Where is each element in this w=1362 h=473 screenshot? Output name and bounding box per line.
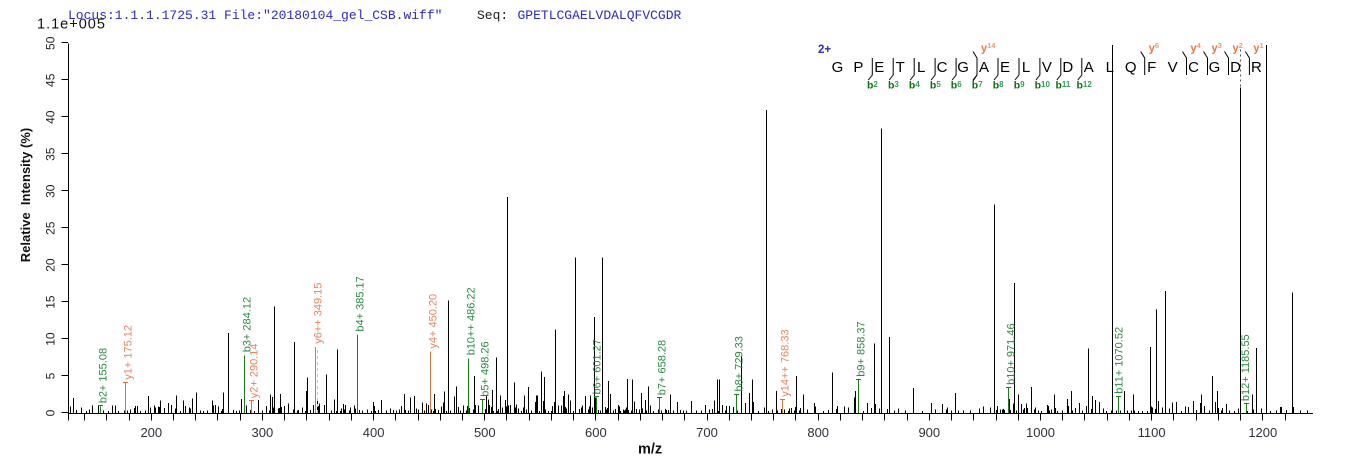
svg-text:1100: 1100	[1138, 425, 1166, 440]
svg-text:15: 15	[44, 295, 58, 309]
svg-text:1.1e+005: 1.1e+005	[37, 17, 106, 33]
svg-text:C: C	[937, 59, 948, 76]
svg-text:V: V	[1168, 59, 1178, 76]
svg-text:y14++ 768.33: y14++ 768.33	[780, 329, 792, 396]
svg-text:D: D	[1230, 59, 1241, 76]
svg-text:y4: y4	[1191, 41, 1202, 55]
svg-text:b4+ 385.17: b4+ 385.17	[355, 276, 367, 331]
svg-text:L: L	[1022, 59, 1030, 76]
svg-text:b10+ 971.46: b10+ 971.46	[1006, 323, 1018, 384]
svg-text:V: V	[1042, 59, 1052, 76]
svg-text:0: 0	[44, 409, 58, 416]
svg-text:b12: b12	[1077, 80, 1093, 92]
svg-text:b8+ 729.33: b8+ 729.33	[734, 336, 746, 391]
svg-text:b5+ 498.26: b5+ 498.26	[480, 341, 492, 396]
svg-text:b4: b4	[909, 80, 920, 92]
svg-text:800: 800	[807, 425, 829, 440]
svg-text:b3: b3	[888, 80, 899, 92]
svg-text:Locus:1.1.1.1725.31 File:"2018: Locus:1.1.1.1725.31 File:"20180104_gel_C…	[68, 8, 442, 23]
svg-text:b3+ 284.12: b3+ 284.12	[242, 297, 254, 352]
svg-text:b8: b8	[993, 80, 1004, 92]
svg-text:P: P	[853, 59, 863, 76]
svg-text:L: L	[917, 59, 925, 76]
svg-text:GPETLCGAELVDALQFVCGDR: GPETLCGAELVDALQFVCGDR	[518, 8, 682, 23]
svg-text:600: 600	[585, 425, 607, 440]
svg-text:b9+ 858.37: b9+ 858.37	[856, 321, 868, 376]
svg-text:y3: y3	[1212, 41, 1222, 55]
svg-text:b11+ 1070.52: b11+ 1070.52	[1114, 327, 1126, 394]
svg-text:y2: y2	[1233, 41, 1243, 55]
svg-text:Q: Q	[1125, 59, 1137, 76]
svg-text:E: E	[1000, 59, 1010, 76]
svg-text:35: 35	[44, 147, 58, 161]
svg-text:1000: 1000	[1026, 425, 1055, 440]
svg-text:25: 25	[44, 221, 58, 235]
svg-text:G: G	[957, 59, 969, 76]
svg-text:y1: y1	[1253, 41, 1263, 55]
svg-text:45: 45	[44, 73, 58, 87]
svg-text:b5: b5	[930, 80, 941, 92]
svg-text:y2+ 290.14: y2+ 290.14	[249, 343, 261, 398]
svg-text:A: A	[979, 59, 989, 76]
svg-text:b6+ 601.27: b6+ 601.27	[592, 339, 604, 394]
svg-text:b2+ 155.08: b2+ 155.08	[98, 348, 110, 403]
svg-text:1200: 1200	[1248, 425, 1277, 440]
svg-text:900: 900	[918, 425, 940, 440]
svg-text:b7+ 658.28: b7+ 658.28	[657, 340, 669, 395]
svg-text:E: E	[874, 59, 884, 76]
svg-text:b11: b11	[1056, 80, 1071, 92]
svg-text:D: D	[1062, 59, 1073, 76]
svg-text:Relative Intensity (%): Relative Intensity (%)	[18, 128, 33, 262]
svg-text:y1+ 175.12: y1+ 175.12	[123, 325, 135, 380]
svg-text:G: G	[832, 59, 844, 76]
svg-text:y4+ 450.20: y4+ 450.20	[428, 294, 440, 349]
svg-text:500: 500	[474, 425, 496, 440]
svg-text:b7: b7	[972, 80, 983, 92]
svg-text:40: 40	[44, 110, 58, 124]
svg-text:b10: b10	[1035, 80, 1051, 92]
svg-text:400: 400	[363, 425, 385, 440]
svg-text:b2: b2	[867, 80, 878, 92]
svg-text:b6: b6	[951, 80, 962, 92]
svg-text:b9: b9	[1014, 80, 1025, 92]
svg-text:m/z: m/z	[638, 442, 662, 458]
svg-text:y6: y6	[1149, 41, 1159, 55]
svg-text:G: G	[1209, 59, 1221, 76]
svg-text:L: L	[1106, 59, 1114, 76]
svg-text:10: 10	[44, 332, 58, 346]
svg-text:5: 5	[44, 372, 58, 379]
svg-text:300: 300	[252, 425, 274, 440]
svg-text:Seq:: Seq:	[477, 8, 508, 23]
svg-text:b10++ 486.22: b10++ 486.22	[466, 287, 478, 355]
svg-text:F: F	[1147, 59, 1156, 76]
svg-text:50: 50	[44, 36, 58, 50]
svg-text:T: T	[896, 59, 905, 76]
svg-text:20: 20	[44, 258, 58, 272]
svg-text:30: 30	[44, 184, 58, 198]
svg-text:R: R	[1251, 59, 1262, 76]
svg-text:b12+ 1185.55: b12+ 1185.55	[1240, 334, 1252, 401]
svg-text:2+: 2+	[818, 44, 831, 56]
svg-text:700: 700	[696, 425, 718, 440]
svg-text:y6++ 349.15: y6++ 349.15	[313, 283, 325, 344]
svg-text:C: C	[1188, 59, 1199, 76]
svg-text:200: 200	[140, 425, 162, 440]
svg-text:A: A	[1084, 59, 1094, 76]
